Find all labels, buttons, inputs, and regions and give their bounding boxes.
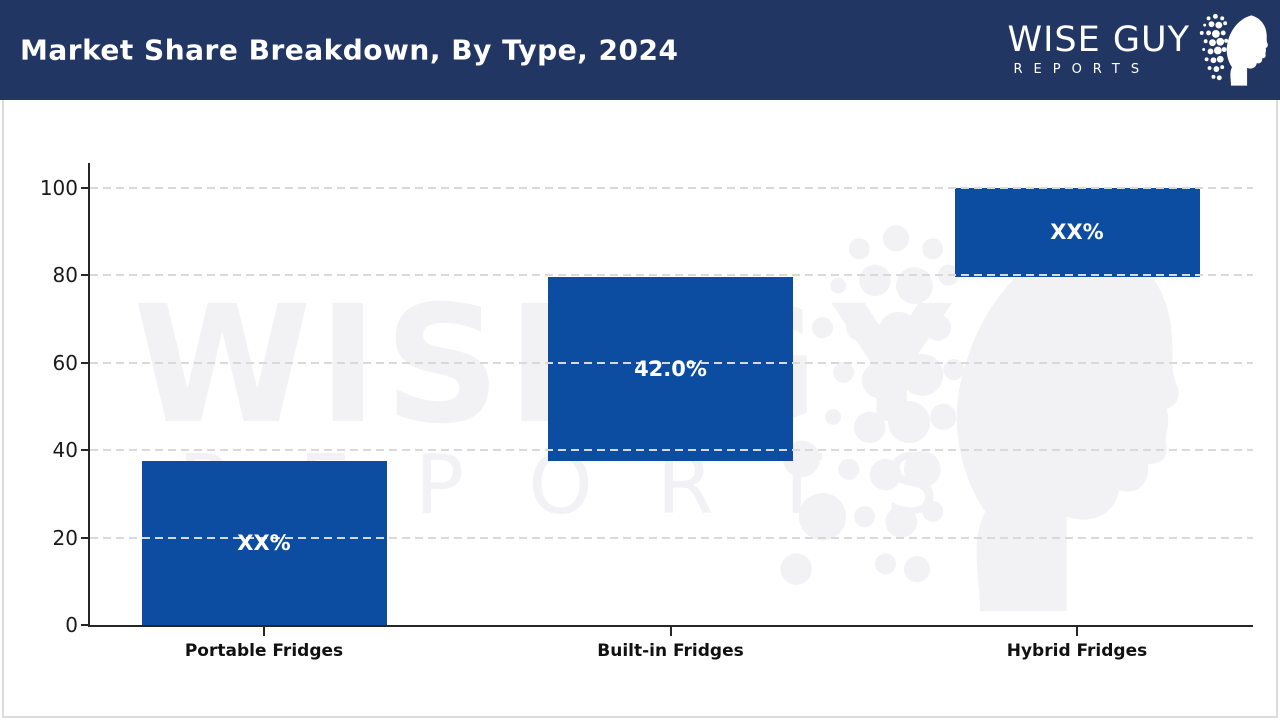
logo-face-icon [1199, 13, 1268, 86]
bar-portable-fridges [141, 460, 387, 625]
y-tick-label: 0 [65, 613, 78, 637]
x-tick-mark [1076, 627, 1078, 636]
logo-tagline: REPORTS [1013, 62, 1151, 77]
gridline-100 [90, 186, 1253, 189]
logo-text: WISE GUY REPORTS [1007, 20, 1190, 78]
wise-guy-logo: WISE GUY REPORTS [1007, 6, 1270, 94]
bar-value-label: 42.0% [634, 357, 707, 382]
x-tick-mark [263, 627, 265, 636]
header-band: Market Share Breakdown, By Type, 2024 WI… [0, 0, 1280, 100]
gridline-80 [90, 274, 1253, 276]
y-tick-mark [81, 274, 90, 276]
x-axis [88, 625, 1253, 627]
y-tick-label: 80 [52, 263, 78, 287]
y-tick-mark [81, 449, 90, 451]
bar-built-in-fridges [548, 277, 793, 461]
gridline-60 [90, 361, 1253, 364]
y-tick-label: 100 [39, 175, 78, 200]
gridline-40 [90, 449, 1253, 451]
y-tick-mark [81, 186, 90, 189]
y-axis [88, 163, 90, 627]
bar-value-label: XX% [1050, 220, 1104, 245]
category-label-1: Portable Fridges [184, 641, 344, 661]
y-tick-label: 40 [52, 438, 78, 462]
gridline-20 [90, 536, 1253, 539]
category-label-3: Hybrid Fridges [1006, 641, 1148, 661]
y-tick-mark [81, 361, 90, 364]
y-tick-mark [81, 624, 90, 626]
page-title: Market Share Breakdown, By Type, 2024 [20, 33, 679, 67]
bar-chart: XX% 42.0% XX% 0 20 40 60 80 100 Portable Fridges B… [0, 100, 1280, 720]
y-tick-label: 20 [52, 525, 78, 550]
category-label-2: Built-in Fridges [597, 641, 744, 661]
y-tick-mark [81, 536, 90, 539]
x-tick-mark [669, 627, 672, 636]
logo-name: WISE GUY [1007, 20, 1190, 60]
y-tick-label: 60 [52, 350, 78, 375]
bar-value-label: XX% [237, 530, 291, 555]
